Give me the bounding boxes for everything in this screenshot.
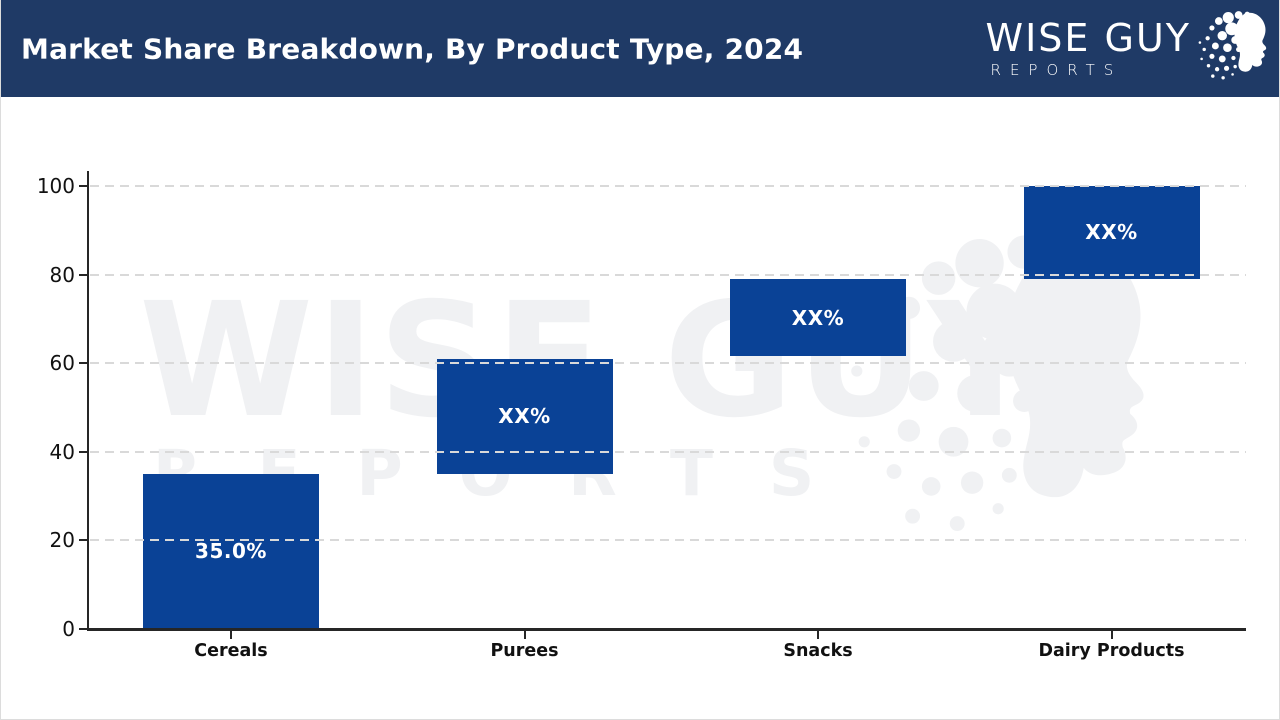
bar-cereals: 35.0% bbox=[143, 473, 319, 629]
x-tick-dairy-products bbox=[1110, 630, 1113, 639]
logo-text: WISE GUY REPORTS bbox=[985, 15, 1191, 80]
y-axis-tick-label: 40 bbox=[49, 439, 75, 464]
logo-wordmark: WISE GUY bbox=[985, 15, 1191, 60]
y-axis-tick-label: 100 bbox=[36, 174, 75, 198]
bar-purees: XX% bbox=[436, 358, 613, 474]
bar-value-label-dairy-products: XX% bbox=[1085, 220, 1138, 245]
gridline-100 bbox=[90, 185, 1246, 187]
x-axis-line bbox=[87, 627, 1246, 631]
bar-dairy-products: XX% bbox=[1023, 186, 1200, 279]
y-tick-100 bbox=[79, 185, 87, 187]
y-axis-line bbox=[87, 171, 89, 631]
bar-value-label-snacks: XX% bbox=[791, 305, 845, 330]
bar-snacks: XX% bbox=[730, 278, 906, 357]
y-tick-20 bbox=[79, 539, 87, 541]
x-axis-tick-label-cereals: Cereals bbox=[194, 641, 268, 661]
gridline-60 bbox=[90, 362, 1246, 364]
y-tick-80 bbox=[79, 273, 87, 276]
x-tick-purees bbox=[523, 630, 526, 639]
y-axis-tick-label: 20 bbox=[49, 528, 75, 552]
y-tick-60 bbox=[79, 362, 87, 364]
x-tick-cereals bbox=[230, 630, 232, 639]
y-axis-tick-label: 80 bbox=[49, 262, 75, 287]
y-tick-0 bbox=[79, 627, 87, 630]
y-axis-tick-label: 0 bbox=[62, 616, 75, 641]
x-axis-tick-label-snacks: Snacks bbox=[783, 641, 853, 661]
bar-value-label-cereals: 35.0% bbox=[195, 539, 267, 564]
gridline-20 bbox=[90, 539, 1246, 541]
header-banner: Market Share Breakdown, By Product Type,… bbox=[1, 0, 1279, 97]
bar-value-label-purees: XX% bbox=[498, 404, 551, 429]
y-tick-40 bbox=[79, 450, 87, 453]
y-axis-tick-label: 60 bbox=[49, 351, 75, 375]
gridline-40 bbox=[90, 450, 1246, 453]
logo-subtitle: REPORTS bbox=[990, 61, 1123, 80]
x-axis-tick-label-dairy-products: Dairy Products bbox=[1038, 641, 1185, 661]
gridline-80 bbox=[90, 273, 1246, 276]
chart-title: Market Share Breakdown, By Product Type,… bbox=[21, 32, 804, 65]
x-axis-tick-label-purees: Purees bbox=[490, 641, 559, 661]
wise-guy-reports-logo: WISE GUY REPORTS bbox=[986, 6, 1273, 92]
x-tick-snacks bbox=[817, 630, 819, 639]
